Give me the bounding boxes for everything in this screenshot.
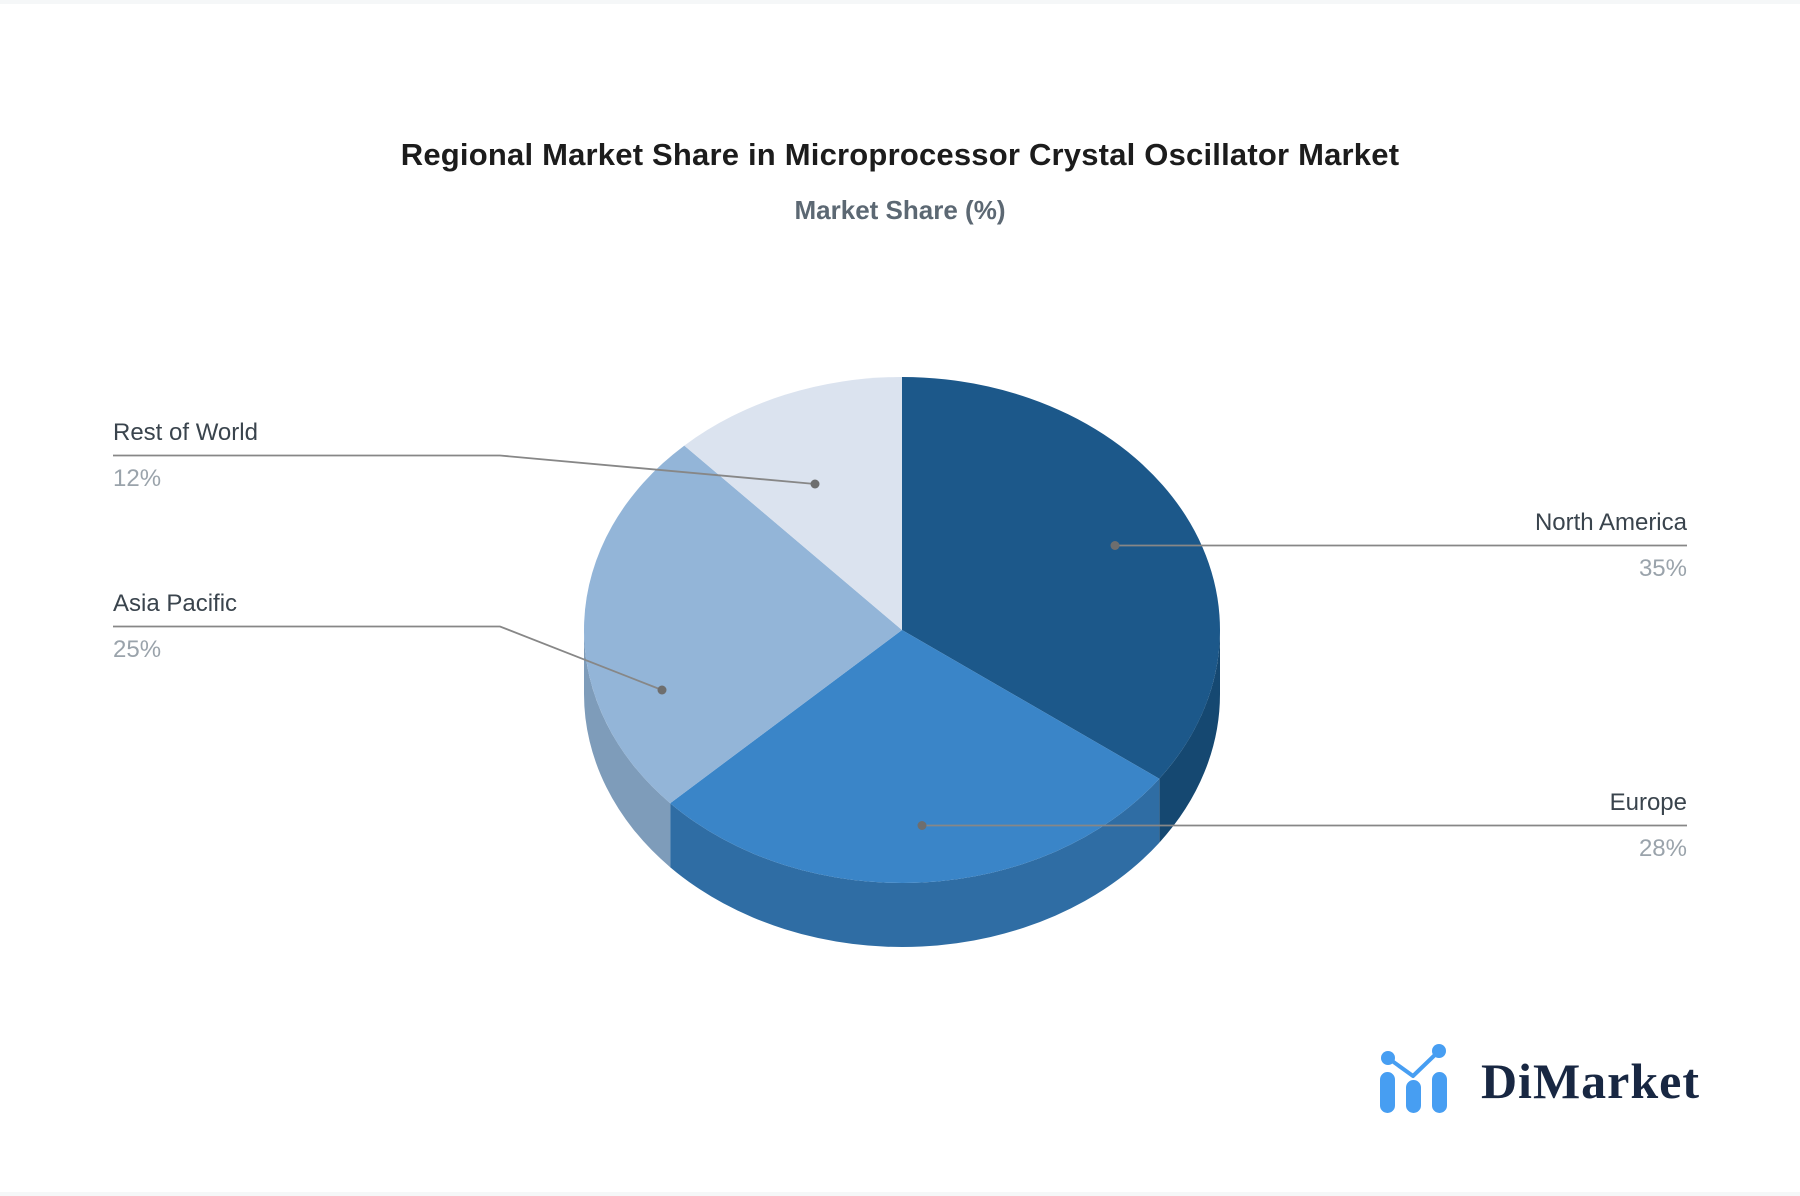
logo-dot-left [1380, 1051, 1395, 1065]
label-connector-dot-north-america [1110, 541, 1120, 550]
slice-label-north-america: North America [1534, 509, 1687, 536]
slice-pct-north-america: 35% [1638, 555, 1687, 582]
label-connector-asia-pacific [113, 625, 663, 691]
pie-slice-north-america[interactable] [902, 377, 1220, 779]
slice-label-rest-of-world: Rest of World [113, 419, 258, 446]
logo-sparkline [1385, 1049, 1441, 1078]
logo-dot-right [1431, 1044, 1446, 1058]
pie-slice-asia-pacific[interactable] [584, 445, 902, 804]
pie-slice-rest-of-world[interactable] [684, 377, 902, 630]
bottom-edge-strip [0, 1192, 1800, 1196]
label-connector-dot-europe [917, 821, 927, 830]
slice-label-asia-pacific: Asia Pacific [113, 590, 238, 617]
pie-slice-side-north-america [1159, 630, 1220, 843]
brand-logo-text: DiMarket [1480, 1053, 1700, 1109]
slice-label-europe: Europe [1609, 789, 1687, 816]
bar-chart-logo-icon [1379, 1044, 1447, 1113]
top-edge-strip [0, 0, 1800, 4]
logo-bar-3 [1431, 1072, 1447, 1113]
chart-title: Regional Market Share in Microprocessor … [400, 137, 1400, 172]
slice-pct-asia-pacific: 25% [113, 636, 162, 663]
pie-slice-side-asia-pacific [584, 630, 671, 868]
label-connector-dot-asia-pacific [657, 685, 667, 695]
pie-slice-europe[interactable] [670, 630, 1160, 884]
label-connector-dot-rest-of-world [810, 479, 820, 489]
logo-bar-1 [1379, 1072, 1395, 1113]
brand-logo: DiMarket [1379, 1040, 1700, 1114]
pie-slice-side-europe [670, 778, 1160, 947]
slice-pct-europe: 28% [1638, 835, 1687, 862]
label-connector-rest-of-world [113, 454, 816, 485]
chart-subtitle: Market Share (%) [794, 195, 1006, 225]
logo-bar-2 [1405, 1080, 1421, 1113]
slice-pct-rest-of-world: 12% [113, 465, 162, 492]
